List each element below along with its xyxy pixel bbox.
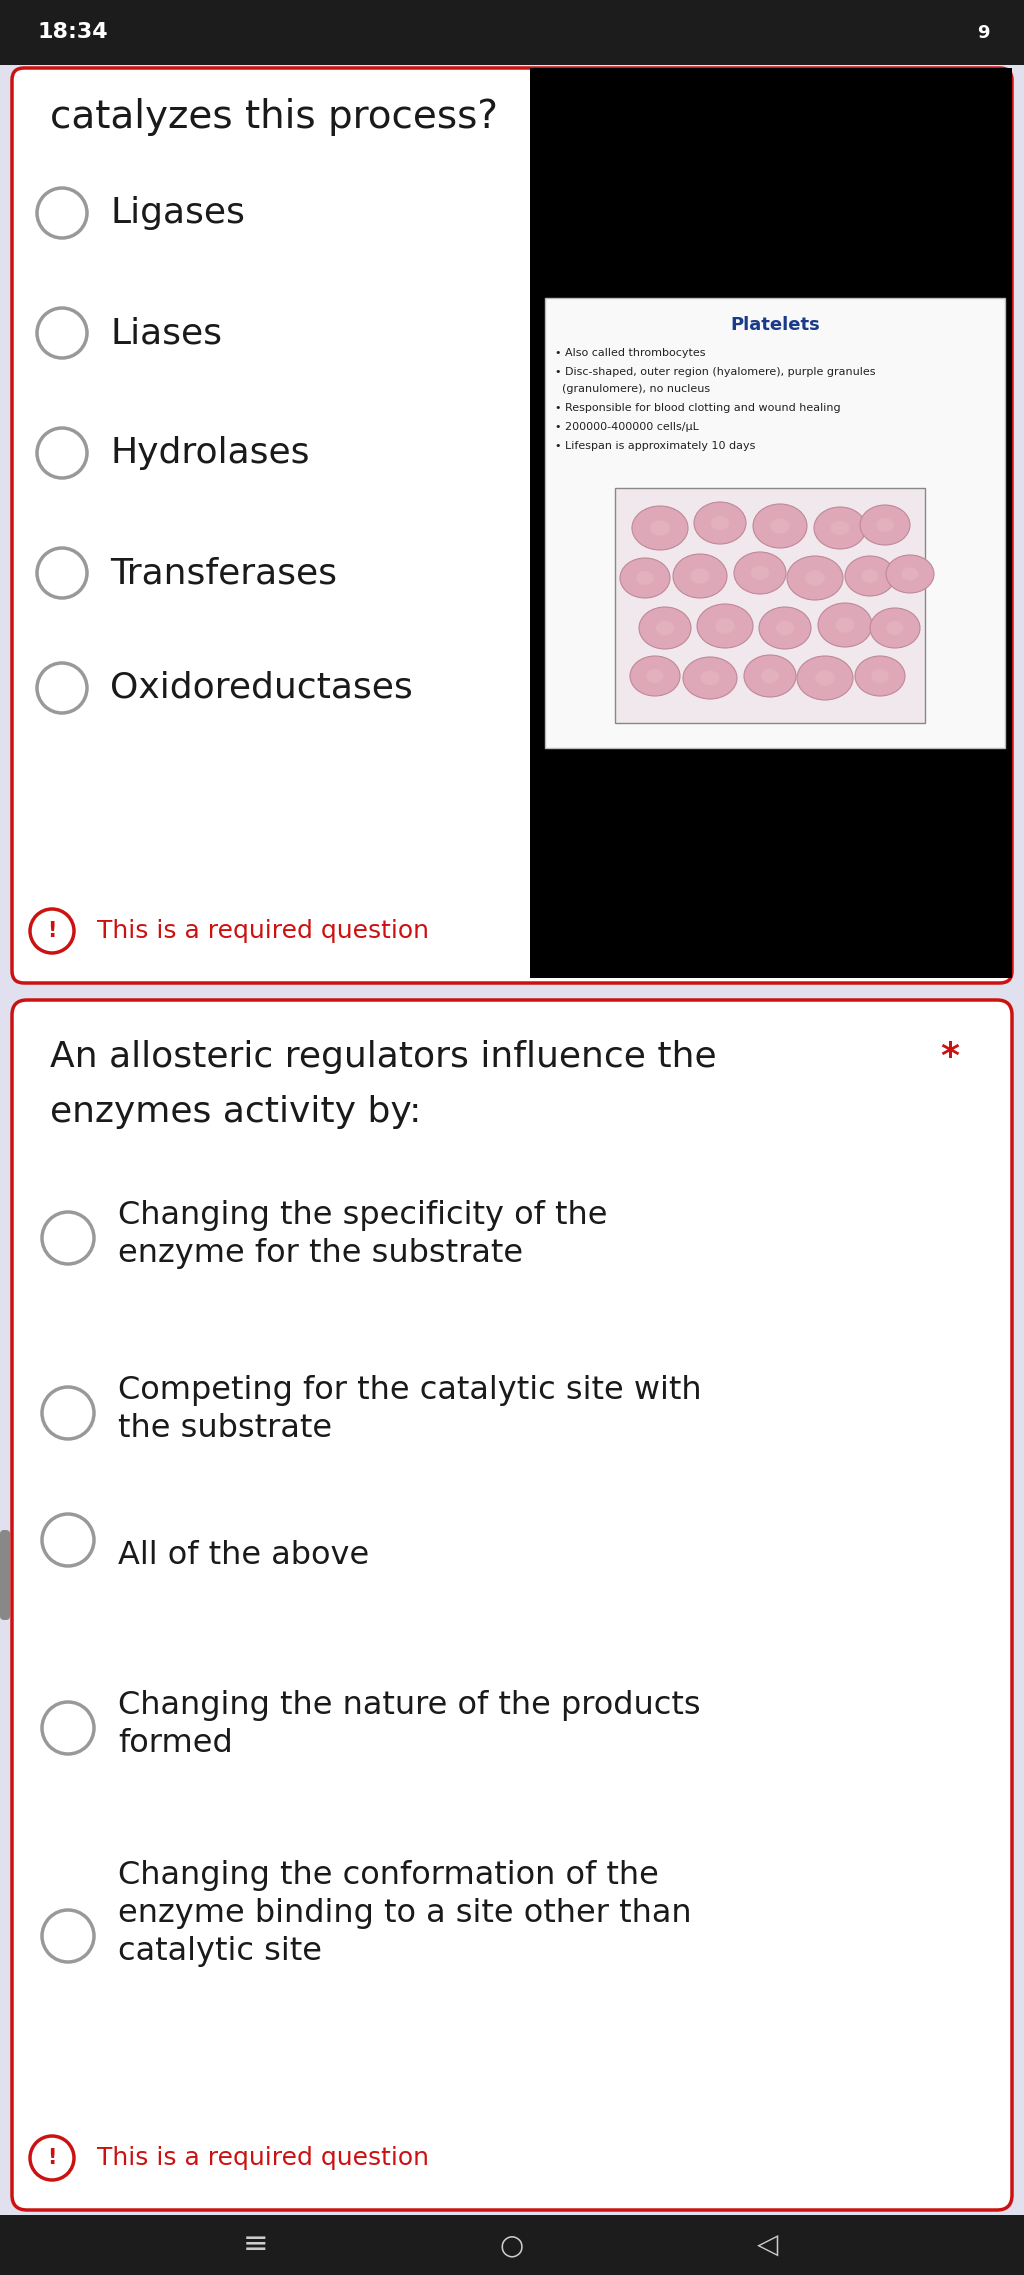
Ellipse shape <box>776 621 794 635</box>
Ellipse shape <box>656 621 674 635</box>
Ellipse shape <box>751 566 769 580</box>
FancyBboxPatch shape <box>0 2216 1024 2275</box>
Text: (granulomere), no nucleus: (granulomere), no nucleus <box>555 384 710 394</box>
Text: ○: ○ <box>500 2232 524 2259</box>
Circle shape <box>37 548 87 598</box>
Ellipse shape <box>845 555 895 596</box>
Ellipse shape <box>805 571 824 585</box>
Text: 18:34: 18:34 <box>38 23 109 43</box>
Ellipse shape <box>830 521 849 535</box>
Text: enzymes activity by:: enzymes activity by: <box>50 1094 421 1128</box>
Ellipse shape <box>861 569 879 582</box>
Text: Oxidoreductases: Oxidoreductases <box>110 671 413 705</box>
Text: • Also called thrombocytes: • Also called thrombocytes <box>555 348 706 357</box>
Circle shape <box>30 2136 74 2179</box>
Ellipse shape <box>836 617 854 632</box>
FancyBboxPatch shape <box>545 298 1005 748</box>
Text: All of the above: All of the above <box>118 1540 370 1572</box>
Circle shape <box>42 1213 94 1265</box>
Circle shape <box>37 428 87 478</box>
Circle shape <box>42 1702 94 1754</box>
Ellipse shape <box>871 669 889 682</box>
Ellipse shape <box>855 655 905 696</box>
Text: !: ! <box>47 921 56 942</box>
Ellipse shape <box>901 566 919 580</box>
Text: formed: formed <box>118 1729 232 1759</box>
Ellipse shape <box>744 655 796 696</box>
Text: ≡: ≡ <box>244 2230 268 2259</box>
Ellipse shape <box>860 505 910 546</box>
Text: catalytic site: catalytic site <box>118 1936 322 1968</box>
Ellipse shape <box>759 607 811 648</box>
Ellipse shape <box>818 603 872 646</box>
Text: Transferases: Transferases <box>110 555 337 589</box>
Ellipse shape <box>787 555 843 601</box>
Ellipse shape <box>632 505 688 551</box>
Ellipse shape <box>697 603 753 648</box>
Circle shape <box>30 910 74 953</box>
Text: • 200000-400000 cells/μL: • 200000-400000 cells/μL <box>555 421 698 432</box>
Ellipse shape <box>870 607 920 648</box>
Ellipse shape <box>636 571 653 585</box>
Text: Competing for the catalytic site with: Competing for the catalytic site with <box>118 1374 701 1406</box>
Text: Hydrolases: Hydrolases <box>110 437 309 471</box>
Text: 9: 9 <box>978 23 990 41</box>
FancyBboxPatch shape <box>530 68 1012 978</box>
Text: catalyzes this process?: catalyzes this process? <box>50 98 498 136</box>
Text: Changing the specificity of the: Changing the specificity of the <box>118 1199 607 1231</box>
FancyBboxPatch shape <box>12 68 1012 983</box>
Ellipse shape <box>715 619 735 635</box>
Text: Liases: Liases <box>110 316 222 350</box>
Ellipse shape <box>620 557 670 598</box>
Circle shape <box>37 307 87 357</box>
Ellipse shape <box>761 669 779 682</box>
Ellipse shape <box>673 555 727 598</box>
Text: Changing the conformation of the: Changing the conformation of the <box>118 1861 658 1891</box>
Text: This is a required question: This is a required question <box>97 919 429 944</box>
Circle shape <box>42 1513 94 1565</box>
Ellipse shape <box>814 507 866 548</box>
Ellipse shape <box>753 505 807 548</box>
Ellipse shape <box>700 671 720 685</box>
Circle shape <box>37 662 87 712</box>
Text: An allosteric regulators influence the: An allosteric regulators influence the <box>50 1040 717 1074</box>
Ellipse shape <box>877 519 894 532</box>
FancyBboxPatch shape <box>0 66 1024 2275</box>
Ellipse shape <box>797 655 853 701</box>
Ellipse shape <box>711 516 729 530</box>
Circle shape <box>42 1911 94 1961</box>
Text: enzyme binding to a site other than: enzyme binding to a site other than <box>118 1897 691 1929</box>
Text: *: * <box>940 1040 959 1074</box>
Circle shape <box>42 1388 94 1440</box>
Ellipse shape <box>770 519 790 535</box>
Text: Platelets: Platelets <box>730 316 820 334</box>
Ellipse shape <box>694 503 746 544</box>
Text: !: ! <box>47 2148 56 2168</box>
Text: ◁: ◁ <box>758 2232 778 2259</box>
Ellipse shape <box>815 671 835 685</box>
Ellipse shape <box>690 569 710 585</box>
Text: the substrate: the substrate <box>118 1413 332 1445</box>
Ellipse shape <box>734 553 786 594</box>
Ellipse shape <box>886 555 934 594</box>
Ellipse shape <box>639 607 691 648</box>
Ellipse shape <box>646 669 664 682</box>
Text: enzyme for the substrate: enzyme for the substrate <box>118 1238 523 1269</box>
Ellipse shape <box>683 657 737 698</box>
Ellipse shape <box>630 655 680 696</box>
Text: Changing the nature of the products: Changing the nature of the products <box>118 1690 700 1720</box>
Text: This is a required question: This is a required question <box>97 2145 429 2170</box>
FancyBboxPatch shape <box>0 0 1024 66</box>
FancyBboxPatch shape <box>0 1531 10 1620</box>
Circle shape <box>37 189 87 239</box>
Text: Ligases: Ligases <box>110 196 245 230</box>
Text: • Disc-shaped, outer region (hyalomere), purple granules: • Disc-shaped, outer region (hyalomere),… <box>555 366 876 378</box>
FancyBboxPatch shape <box>615 489 925 723</box>
Text: • Responsible for blood clotting and wound healing: • Responsible for blood clotting and wou… <box>555 403 841 414</box>
Ellipse shape <box>650 521 670 535</box>
Ellipse shape <box>886 621 904 635</box>
FancyBboxPatch shape <box>12 1001 1012 2209</box>
Text: • Lifespan is approximately 10 days: • Lifespan is approximately 10 days <box>555 441 756 450</box>
